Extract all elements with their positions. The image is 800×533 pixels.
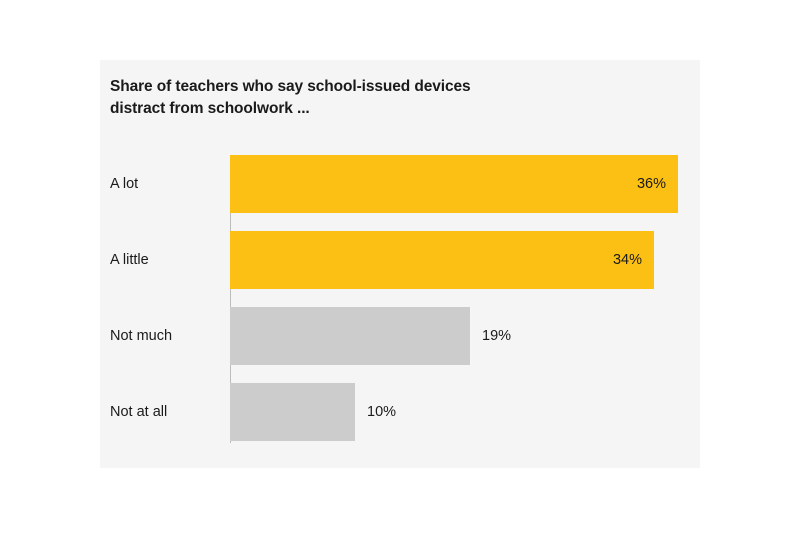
bar-row: A little 34% [100,231,700,289]
plot-area: A lot 36% A little 34% Not much 19% Not … [100,155,700,455]
bar-rect[interactable]: 34% [230,231,654,289]
bar-row: A lot 36% [100,155,700,213]
bar-rect[interactable] [230,307,470,365]
bar-rect[interactable] [230,383,355,441]
bar-category-label: Not at all [110,404,168,420]
chart-panel: Share of teachers who say school-issued … [100,60,700,468]
bar-value-label: 34% [612,252,642,268]
axis-baseline [230,155,231,443]
bar-value-label: 36% [636,176,666,192]
bar-row: Not much 19% [100,307,700,365]
bar-value-label: 10% [367,404,397,420]
bar-category-label: A lot [110,176,139,192]
chart-title: Share of teachers who say school-issued … [110,78,471,117]
bar-category-label: Not much [110,328,173,344]
bar-rect[interactable]: 36% [230,155,678,213]
bar-value-label: 19% [482,328,512,344]
bar-category-label: A little [110,252,149,268]
bar-row: Not at all 10% [100,383,700,441]
